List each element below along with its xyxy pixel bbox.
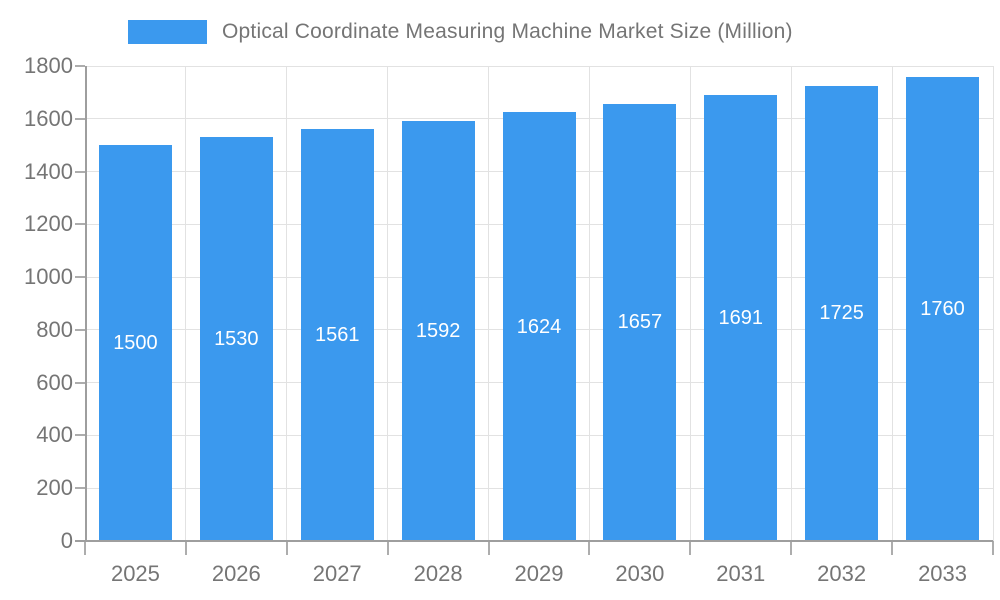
bar-2026 bbox=[199, 137, 273, 541]
y-tick-label: 1800 bbox=[24, 53, 73, 78]
y-tick-label: 1600 bbox=[24, 105, 73, 131]
x-tick-label: 2032 bbox=[817, 561, 867, 586]
v-gridline bbox=[286, 66, 288, 541]
bar-2030 bbox=[603, 103, 677, 541]
x-axis-tick bbox=[184, 541, 187, 555]
bar-2027 bbox=[300, 129, 374, 541]
bar-value-label: 1500 bbox=[113, 332, 158, 355]
y-tick-label: 0 bbox=[60, 528, 73, 553]
h-gridline bbox=[85, 65, 993, 67]
v-gridline bbox=[891, 66, 893, 541]
x-tick-label: 2026 bbox=[211, 561, 261, 586]
bar-value-label: 1691 bbox=[718, 306, 764, 329]
x-axis-line bbox=[75, 540, 993, 542]
bar-2031 bbox=[704, 94, 778, 541]
x-tick-label: 2030 bbox=[615, 561, 665, 586]
bar-2028 bbox=[401, 120, 475, 541]
x-tick-label: 2033 bbox=[918, 561, 968, 586]
bar-2025 bbox=[98, 145, 172, 541]
y-axis-line bbox=[85, 66, 87, 541]
y-axis-tick bbox=[75, 223, 85, 226]
y-tick-label: 200 bbox=[36, 475, 73, 501]
x-axis-tick bbox=[588, 541, 591, 555]
bar-value-label: 1561 bbox=[314, 324, 360, 347]
v-gridline bbox=[689, 66, 691, 541]
bar-value-label: 1530 bbox=[214, 328, 259, 351]
v-gridline bbox=[488, 66, 490, 541]
y-axis-tick bbox=[75, 328, 85, 331]
legend[interactable]: Optical Coordinate Measuring Machine Mar… bbox=[128, 20, 793, 44]
bar-value-label: 1760 bbox=[920, 297, 965, 320]
x-axis-tick bbox=[285, 541, 288, 555]
x-axis-tick bbox=[84, 541, 86, 555]
bar-value-label: 1624 bbox=[516, 315, 562, 338]
legend-swatch bbox=[128, 20, 207, 44]
x-tick-label: 2025 bbox=[110, 561, 160, 586]
x-axis-tick bbox=[386, 541, 389, 555]
x-axis-tick bbox=[992, 541, 994, 555]
bar-2033 bbox=[906, 76, 980, 541]
v-gridline bbox=[185, 66, 187, 541]
x-axis-tick bbox=[891, 541, 894, 555]
x-tick-label: 2027 bbox=[312, 561, 362, 586]
y-axis-tick bbox=[75, 170, 85, 173]
y-tick-label: 1400 bbox=[24, 158, 73, 184]
plot-area: 1500 1530 1561 1592 1624 1657 1691 1725 1760 bbox=[75, 65, 994, 555]
x-axis-tick bbox=[790, 541, 793, 555]
x-axis-tick bbox=[689, 541, 692, 555]
x-tick-label: 2031 bbox=[716, 561, 766, 586]
y-axis-tick bbox=[75, 65, 85, 67]
y-tick-label: 800 bbox=[36, 316, 73, 342]
y-axis-tick bbox=[75, 381, 85, 384]
y-axis-tick bbox=[75, 487, 85, 490]
v-gridline bbox=[790, 66, 792, 541]
y-axis-tick bbox=[75, 276, 85, 279]
y-axis-tick bbox=[75, 434, 85, 437]
y-tick-label: 400 bbox=[36, 422, 73, 448]
bar-value-label: 1657 bbox=[617, 311, 663, 334]
y-tick-label: 1000 bbox=[24, 264, 73, 290]
x-tick-label: 2029 bbox=[514, 561, 564, 586]
v-gridline bbox=[387, 66, 389, 541]
y-tick-label: 1200 bbox=[24, 211, 73, 237]
x-axis-tick bbox=[487, 541, 490, 555]
bar-2029 bbox=[502, 112, 576, 541]
y-axis-tick bbox=[75, 117, 85, 120]
bar-value-label: 1725 bbox=[819, 302, 864, 325]
bar-2032 bbox=[805, 85, 879, 541]
y-tick-label: 600 bbox=[36, 369, 73, 395]
x-tick-label: 2028 bbox=[413, 561, 463, 586]
v-gridline bbox=[588, 66, 590, 541]
bar-value-label: 1592 bbox=[415, 319, 461, 342]
legend-label: Optical Coordinate Measuring Machine Mar… bbox=[222, 20, 793, 43]
v-gridline bbox=[992, 66, 994, 541]
